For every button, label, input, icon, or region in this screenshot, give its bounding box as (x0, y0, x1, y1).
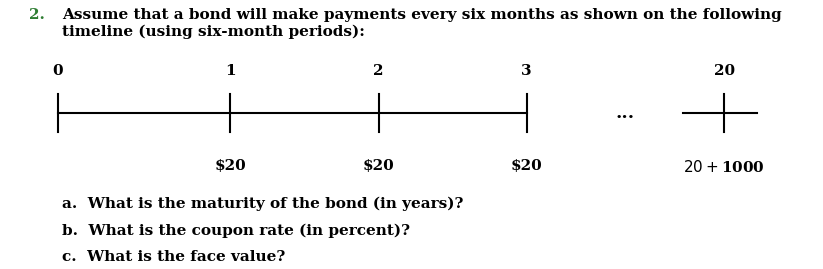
Text: 1: 1 (226, 64, 235, 78)
Text: 3: 3 (522, 64, 532, 78)
Text: 20: 20 (714, 64, 735, 78)
Text: b.  What is the coupon rate (in percent)?: b. What is the coupon rate (in percent)? (62, 223, 410, 238)
Text: Assume that a bond will make payments every six months as shown on the following: Assume that a bond will make payments ev… (62, 8, 782, 39)
Text: $20: $20 (215, 159, 246, 173)
Text: 0: 0 (53, 64, 63, 78)
Text: a.  What is the maturity of the bond (in years)?: a. What is the maturity of the bond (in … (62, 196, 463, 211)
Text: $20: $20 (511, 159, 542, 173)
Text: c.  What is the face value?: c. What is the face value? (62, 250, 285, 264)
Text: $20 + $1000: $20 + $1000 (683, 159, 765, 175)
Text: 2: 2 (374, 64, 384, 78)
Text: 2.: 2. (29, 8, 44, 22)
Text: ...: ... (616, 104, 635, 122)
Text: $20: $20 (363, 159, 394, 173)
